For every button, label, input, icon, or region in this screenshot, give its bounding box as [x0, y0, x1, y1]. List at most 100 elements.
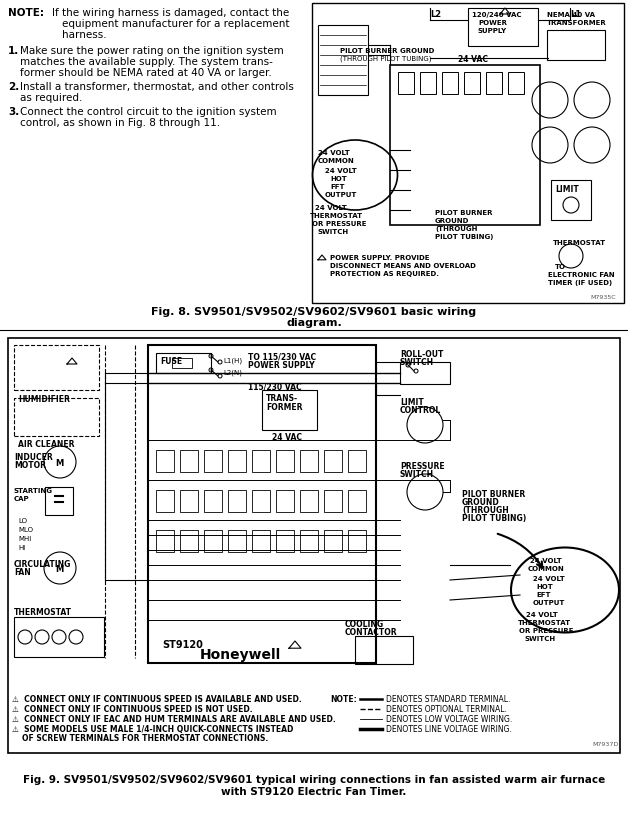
- Text: THERMOSTAT: THERMOSTAT: [518, 620, 571, 626]
- Text: 24 VOLT: 24 VOLT: [530, 558, 562, 564]
- Bar: [148, 345, 376, 663]
- Text: L1: L1: [570, 10, 581, 19]
- Bar: [228, 490, 246, 512]
- Text: (THROUGH: (THROUGH: [462, 506, 509, 515]
- Text: M7937D: M7937D: [592, 742, 618, 747]
- Text: Make sure the power rating on the ignition system: Make sure the power rating on the igniti…: [20, 46, 284, 56]
- Bar: [324, 490, 342, 512]
- Text: L2: L2: [430, 10, 441, 19]
- Text: FAN: FAN: [14, 568, 31, 577]
- Text: Install a transformer, thermostat, and other controls: Install a transformer, thermostat, and o…: [20, 82, 294, 92]
- Text: PILOT BURNER: PILOT BURNER: [435, 210, 492, 216]
- Text: LO: LO: [18, 518, 27, 524]
- Bar: [508, 72, 524, 94]
- Bar: [252, 530, 270, 552]
- Text: SWITCH: SWITCH: [400, 470, 434, 479]
- Bar: [300, 530, 318, 552]
- Text: TRANSFORMER: TRANSFORMER: [547, 20, 607, 26]
- Bar: [390, 65, 540, 225]
- Text: control, as shown in Fig. 8 through 11.: control, as shown in Fig. 8 through 11.: [20, 118, 220, 128]
- Bar: [204, 450, 222, 472]
- Text: Connect the control circuit to the ignition system: Connect the control circuit to the ignit…: [20, 107, 276, 117]
- Bar: [45, 487, 73, 515]
- Text: CONTROL: CONTROL: [400, 406, 441, 415]
- Text: ⚠  CONNECT ONLY IF CONTINUOUS SPEED IS NOT USED.: ⚠ CONNECT ONLY IF CONTINUOUS SPEED IS NO…: [12, 705, 252, 714]
- Bar: [355, 636, 413, 664]
- Bar: [420, 72, 436, 94]
- Text: PRESSURE: PRESSURE: [400, 462, 445, 471]
- Text: matches the available supply. The system trans-: matches the available supply. The system…: [20, 57, 273, 67]
- Bar: [312, 3, 624, 303]
- Bar: [348, 530, 366, 552]
- Text: COMMON: COMMON: [528, 566, 565, 572]
- Bar: [547, 30, 605, 60]
- Text: HOT: HOT: [330, 176, 347, 182]
- Text: OUTPUT: OUTPUT: [533, 600, 565, 606]
- Bar: [14, 617, 104, 657]
- Text: diagram.: diagram.: [286, 318, 342, 328]
- Text: equipment manufacturer for a replacement: equipment manufacturer for a replacement: [62, 19, 290, 29]
- Text: OUTPUT: OUTPUT: [325, 192, 357, 198]
- Bar: [300, 490, 318, 512]
- Text: 24 VOLT: 24 VOLT: [315, 205, 347, 211]
- Text: 3.: 3.: [8, 107, 19, 117]
- Text: L2(N): L2(N): [223, 369, 242, 375]
- Text: CAP: CAP: [14, 496, 30, 502]
- Text: SWITCH: SWITCH: [525, 636, 556, 642]
- Text: SWITCH: SWITCH: [400, 358, 434, 367]
- Bar: [464, 72, 480, 94]
- Text: 1.: 1.: [8, 46, 19, 56]
- Text: PILOT BURNER GROUND: PILOT BURNER GROUND: [340, 48, 435, 54]
- Text: SWITCH: SWITCH: [318, 229, 349, 235]
- Text: THERMOSTAT: THERMOSTAT: [14, 608, 72, 617]
- Text: ST9120: ST9120: [162, 640, 203, 650]
- Bar: [180, 450, 198, 472]
- Bar: [8, 338, 620, 753]
- Text: NOTE:: NOTE:: [330, 695, 357, 704]
- Text: TIMER (IF USED): TIMER (IF USED): [548, 280, 612, 286]
- Text: FFT: FFT: [330, 184, 345, 190]
- Text: (THROUGH: (THROUGH: [435, 226, 477, 232]
- Text: STARTING: STARTING: [14, 488, 53, 494]
- Text: 24 VAC: 24 VAC: [272, 433, 302, 442]
- Text: DENOTES LINE VOLTAGE WIRING.: DENOTES LINE VOLTAGE WIRING.: [386, 725, 512, 734]
- Bar: [300, 450, 318, 472]
- Text: ROLL-OUT: ROLL-OUT: [400, 350, 443, 359]
- Text: PILOT TUBING): PILOT TUBING): [462, 514, 526, 523]
- Text: 24 VOLT: 24 VOLT: [325, 168, 357, 174]
- Bar: [156, 490, 174, 512]
- Text: POWER: POWER: [478, 20, 507, 26]
- Text: NOTE:: NOTE:: [8, 8, 44, 18]
- Text: 24 VAC: 24 VAC: [458, 55, 488, 64]
- Bar: [276, 530, 294, 552]
- Text: THERMOSTAT: THERMOSTAT: [553, 240, 606, 246]
- Text: GROUND: GROUND: [435, 218, 469, 224]
- Text: ⚠  CONNECT ONLY IF CONTINUOUS SPEED IS AVAILABLE AND USED.: ⚠ CONNECT ONLY IF CONTINUOUS SPEED IS AV…: [12, 695, 301, 704]
- Text: harness.: harness.: [62, 30, 107, 40]
- Text: PROTECTION AS REQUIRED.: PROTECTION AS REQUIRED.: [330, 271, 439, 277]
- Bar: [14, 398, 99, 436]
- Text: POWER SUPPLY: POWER SUPPLY: [248, 361, 315, 370]
- Text: OR PRESSURE: OR PRESSURE: [312, 221, 367, 227]
- Text: FUSE: FUSE: [160, 357, 182, 366]
- Text: OR PRESSURE: OR PRESSURE: [519, 628, 573, 634]
- Text: LIMIT: LIMIT: [555, 185, 579, 194]
- Text: HUMIDIFIER: HUMIDIFIER: [18, 395, 70, 404]
- Text: former should be NEMA rated at 40 VA or larger.: former should be NEMA rated at 40 VA or …: [20, 68, 272, 78]
- Bar: [324, 450, 342, 472]
- Text: GROUND: GROUND: [462, 498, 500, 507]
- Text: MOTOR: MOTOR: [14, 461, 46, 470]
- Text: 24 VOLT: 24 VOLT: [533, 576, 565, 582]
- Text: 24 VOLT: 24 VOLT: [526, 612, 558, 618]
- Text: MLO: MLO: [18, 527, 33, 533]
- Text: SUPPLY: SUPPLY: [478, 28, 507, 34]
- Text: THERMOSTAT: THERMOSTAT: [310, 213, 363, 219]
- Text: 24 VOLT: 24 VOLT: [318, 150, 350, 156]
- Text: HI: HI: [18, 545, 25, 551]
- Bar: [318, 25, 368, 95]
- Text: 120/240 VAC: 120/240 VAC: [472, 12, 521, 18]
- Text: (THROUGH PILOT TUBING): (THROUGH PILOT TUBING): [340, 56, 431, 62]
- Text: TO: TO: [555, 264, 566, 270]
- Bar: [468, 8, 538, 46]
- Text: POWER SUPPLY. PROVIDE: POWER SUPPLY. PROVIDE: [330, 255, 430, 261]
